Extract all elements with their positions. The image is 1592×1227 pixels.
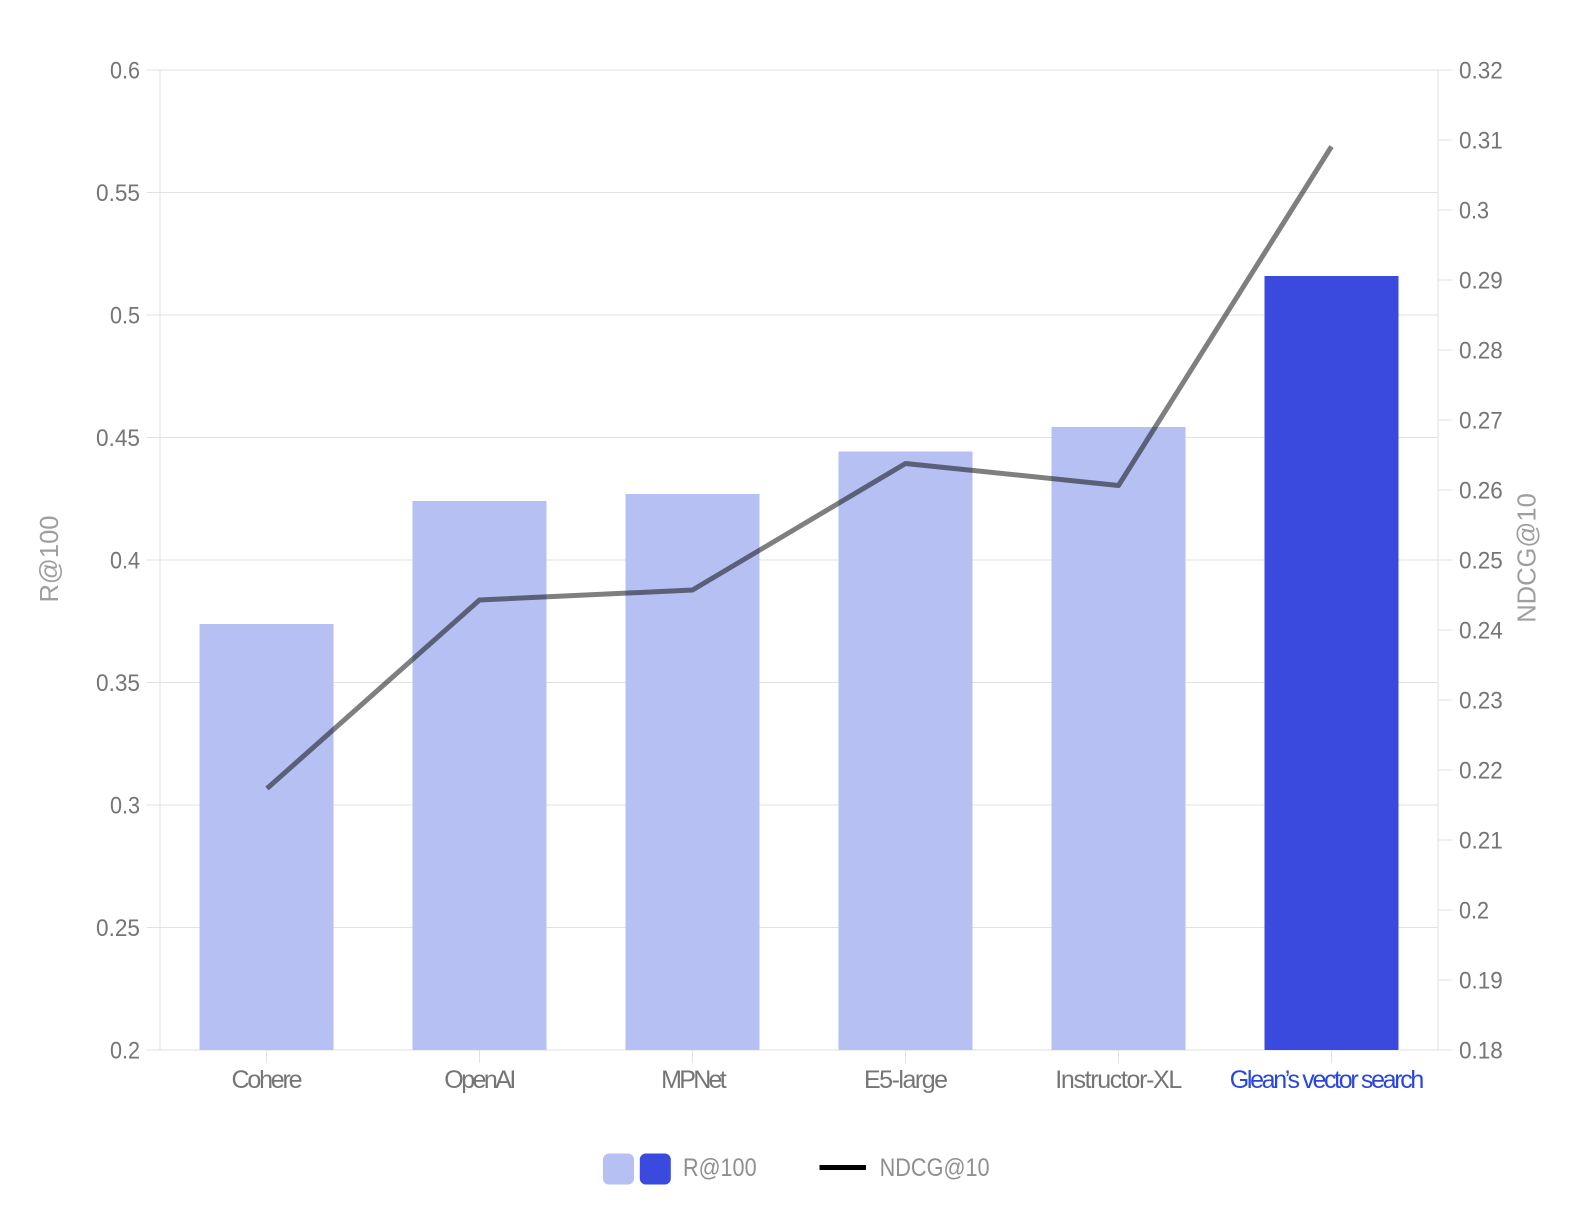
svg-text:0.26: 0.26 xyxy=(1459,478,1503,505)
svg-text:Instructor-XL: Instructor-XL xyxy=(1055,1066,1182,1094)
svg-text:R@100: R@100 xyxy=(34,516,64,603)
svg-text:0.3: 0.3 xyxy=(110,793,140,820)
svg-text:0.3: 0.3 xyxy=(1459,198,1489,225)
svg-text:0.45: 0.45 xyxy=(96,425,140,452)
svg-text:Cohere: Cohere xyxy=(232,1066,303,1094)
svg-text:0.55: 0.55 xyxy=(96,180,140,207)
svg-text:Glean’s vector search: Glean’s vector search xyxy=(1230,1066,1425,1094)
svg-text:0.35: 0.35 xyxy=(96,670,140,697)
svg-text:0.18: 0.18 xyxy=(1459,1038,1503,1065)
svg-text:0.29: 0.29 xyxy=(1459,268,1503,295)
svg-text:E5-large: E5-large xyxy=(864,1066,948,1094)
svg-text:0.21: 0.21 xyxy=(1459,828,1503,855)
svg-text:NDCG@10: NDCG@10 xyxy=(1512,493,1542,623)
svg-text:0.25: 0.25 xyxy=(96,915,140,942)
svg-text:R@100: R@100 xyxy=(683,1154,757,1182)
svg-text:0.28: 0.28 xyxy=(1459,338,1503,365)
svg-text:0.23: 0.23 xyxy=(1459,688,1503,715)
svg-text:0.19: 0.19 xyxy=(1459,968,1503,995)
svg-text:0.22: 0.22 xyxy=(1459,758,1503,785)
svg-text:0.31: 0.31 xyxy=(1459,128,1503,155)
svg-text:0.24: 0.24 xyxy=(1459,618,1503,645)
svg-text:NDCG@10: NDCG@10 xyxy=(880,1154,990,1182)
svg-text:0.25: 0.25 xyxy=(1459,548,1503,575)
svg-text:0.2: 0.2 xyxy=(110,1038,140,1065)
svg-text:0.27: 0.27 xyxy=(1459,408,1503,435)
svg-text:0.2: 0.2 xyxy=(1459,898,1489,925)
svg-text:0.6: 0.6 xyxy=(110,58,140,85)
svg-text:0.5: 0.5 xyxy=(110,303,140,330)
svg-text:0.4: 0.4 xyxy=(110,548,140,575)
svg-text:MPNet: MPNet xyxy=(661,1066,727,1094)
svg-text:0.32: 0.32 xyxy=(1459,58,1503,85)
svg-text:OpenAI: OpenAI xyxy=(444,1066,516,1094)
